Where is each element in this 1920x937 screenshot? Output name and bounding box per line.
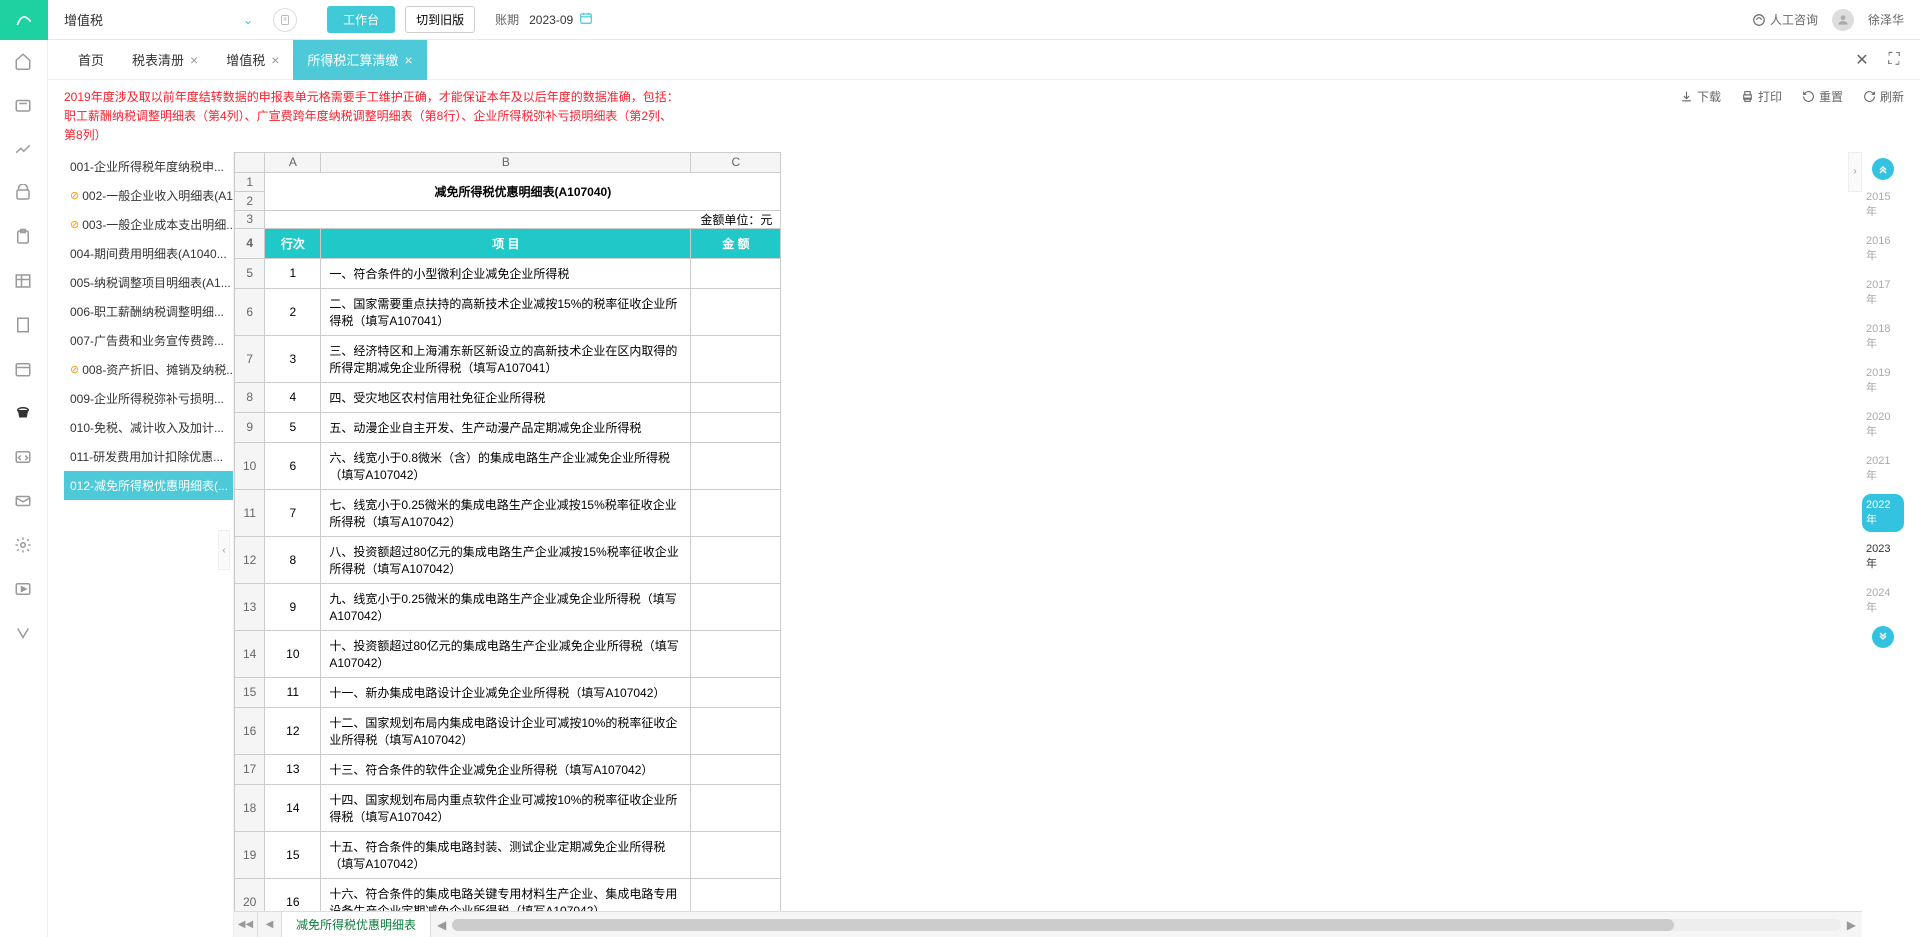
period-label: 账期: [495, 11, 519, 28]
close-all-button[interactable]: ✕: [1852, 50, 1872, 70]
tab-bar: 首页 税表清册× 增值税× 所得税汇算清缴× ✕ ⛶: [48, 40, 1920, 80]
tax-type-label[interactable]: 增值税: [64, 10, 103, 29]
year-item[interactable]: 2023年: [1862, 538, 1904, 576]
scroll-left-icon[interactable]: ◀: [437, 918, 446, 932]
transfer-icon[interactable]: [14, 448, 34, 468]
form-list: 001-企业所得税年度纳税申...⊘002-一般企业收入明细表(A10...⊘0…: [64, 152, 234, 937]
year-down-button[interactable]: [1872, 626, 1894, 648]
consult-button[interactable]: 人工咨询: [1752, 11, 1818, 28]
tab-income-tax[interactable]: 所得税汇算清缴×: [293, 40, 426, 80]
refresh-button[interactable]: 刷新: [1863, 88, 1904, 105]
form-list-item[interactable]: 012-减免所得税优惠明细表(...: [64, 471, 233, 500]
form-list-item[interactable]: 006-职工薪酬纳税调整明细...: [64, 297, 233, 326]
logo[interactable]: [0, 0, 48, 40]
gear-icon[interactable]: [14, 536, 34, 556]
form-list-item[interactable]: 001-企业所得税年度纳税申...: [64, 152, 233, 181]
warning-icon: ⊘: [70, 363, 79, 376]
expand-button[interactable]: ⛶: [1884, 50, 1904, 70]
year-item[interactable]: 2018年: [1862, 318, 1904, 356]
top-header: 增值税 ⌄ 工作台 切到旧版 账期 2023-09 人工咨询 徐泽华: [0, 0, 1920, 40]
header-right: 人工咨询 徐泽华: [1752, 9, 1904, 31]
close-icon[interactable]: ×: [404, 52, 412, 68]
hscroll-thumb[interactable]: [452, 919, 1674, 931]
warning-icon: ⊘: [70, 218, 79, 231]
chart-icon[interactable]: [14, 140, 34, 160]
sheet-first-button[interactable]: ◀◀: [234, 912, 258, 937]
building-icon[interactable]: [14, 316, 34, 336]
bag-icon[interactable]: [14, 184, 34, 204]
download-button[interactable]: 下载: [1680, 88, 1721, 105]
year-selector: 2015年 2016年 2017年 2018年 2019年 2020年 2021年 2022年…: [1862, 152, 1904, 937]
year-item[interactable]: 2016年: [1862, 230, 1904, 268]
period-value[interactable]: 2023-09: [529, 13, 573, 27]
play-icon[interactable]: [14, 580, 34, 600]
consult-label: 人工咨询: [1770, 11, 1818, 28]
calendar-nav-icon[interactable]: [14, 360, 34, 380]
folder-icon[interactable]: [14, 96, 34, 116]
warning-icon: ⊘: [70, 189, 79, 202]
collapse-handle[interactable]: ‹: [218, 530, 230, 570]
year-item[interactable]: 2021年: [1862, 450, 1904, 488]
home-icon[interactable]: [14, 52, 34, 72]
year-item[interactable]: 2020年: [1862, 406, 1904, 444]
form-list-item[interactable]: ⊘002-一般企业收入明细表(A10...: [64, 181, 233, 210]
form-list-item[interactable]: 009-企业所得税弥补亏损明...: [64, 384, 233, 413]
form-list-item[interactable]: 010-免税、减计收入及加计...: [64, 413, 233, 442]
expand-handle[interactable]: ›: [1848, 152, 1862, 192]
year-up-button[interactable]: [1872, 158, 1894, 180]
left-nav: [0, 40, 48, 937]
form-list-item[interactable]: 011-研发费用加计扣除优惠...: [64, 442, 233, 471]
tab-tax-list[interactable]: 税表清册×: [118, 40, 212, 80]
close-icon[interactable]: ×: [190, 52, 198, 68]
year-item[interactable]: 2024年: [1862, 582, 1904, 620]
year-item[interactable]: 2022年: [1862, 494, 1904, 532]
v-icon[interactable]: [14, 624, 34, 644]
clipboard-icon[interactable]: [14, 228, 34, 248]
calendar-icon[interactable]: [579, 11, 593, 28]
year-item[interactable]: 2019年: [1862, 362, 1904, 400]
envelope-icon[interactable]: [14, 492, 34, 512]
close-icon[interactable]: ×: [271, 52, 279, 68]
spreadsheet: › ABC1减免所得税优惠明细表(A107040)23金额单位：元4行次项 目金…: [234, 152, 1862, 937]
tab-home[interactable]: 首页: [64, 40, 118, 80]
sheet-tab-bar: ◀◀ ◀ 减免所得税优惠明细表 ◀ ▶: [234, 911, 1862, 937]
form-list-item[interactable]: 005-纳税调整项目明细表(A1...: [64, 268, 233, 297]
form-list-item[interactable]: 007-广告费和业务宣传费跨...: [64, 326, 233, 355]
form-list-item[interactable]: 004-期间费用明细表(A1040...: [64, 239, 233, 268]
table-icon[interactable]: [14, 272, 34, 292]
avatar[interactable]: [1832, 9, 1854, 31]
switch-old-button[interactable]: 切到旧版: [405, 6, 475, 33]
year-item[interactable]: 2015年: [1862, 186, 1904, 224]
workbench-button[interactable]: 工作台: [327, 6, 395, 33]
toolbar: 下载 打印 重置 刷新: [1680, 88, 1904, 105]
chevron-down-icon[interactable]: ⌄: [243, 13, 253, 27]
tab-vat[interactable]: 增值税×: [212, 40, 293, 80]
scroll-right-icon[interactable]: ▶: [1847, 918, 1856, 932]
sheet-tab[interactable]: 减免所得税优惠明细表: [282, 912, 431, 937]
sheet-prev-button[interactable]: ◀: [258, 912, 282, 937]
form-list-item[interactable]: ⊘008-资产折旧、摊销及纳税...: [64, 355, 233, 384]
year-item[interactable]: 2017年: [1862, 274, 1904, 312]
hscroll-track[interactable]: [452, 919, 1841, 931]
form-list-item[interactable]: ⊘003-一般企业成本支出明细...: [64, 210, 233, 239]
username[interactable]: 徐泽华: [1868, 11, 1904, 28]
reset-button[interactable]: 重置: [1802, 88, 1843, 105]
tax-icon[interactable]: [14, 404, 34, 424]
warning-text: 2019年度涉及取以前年度结转数据的申报表单元格需要手工维护正确，才能保证本年及…: [64, 88, 684, 146]
doc-icon[interactable]: [273, 8, 297, 32]
print-button[interactable]: 打印: [1741, 88, 1782, 105]
